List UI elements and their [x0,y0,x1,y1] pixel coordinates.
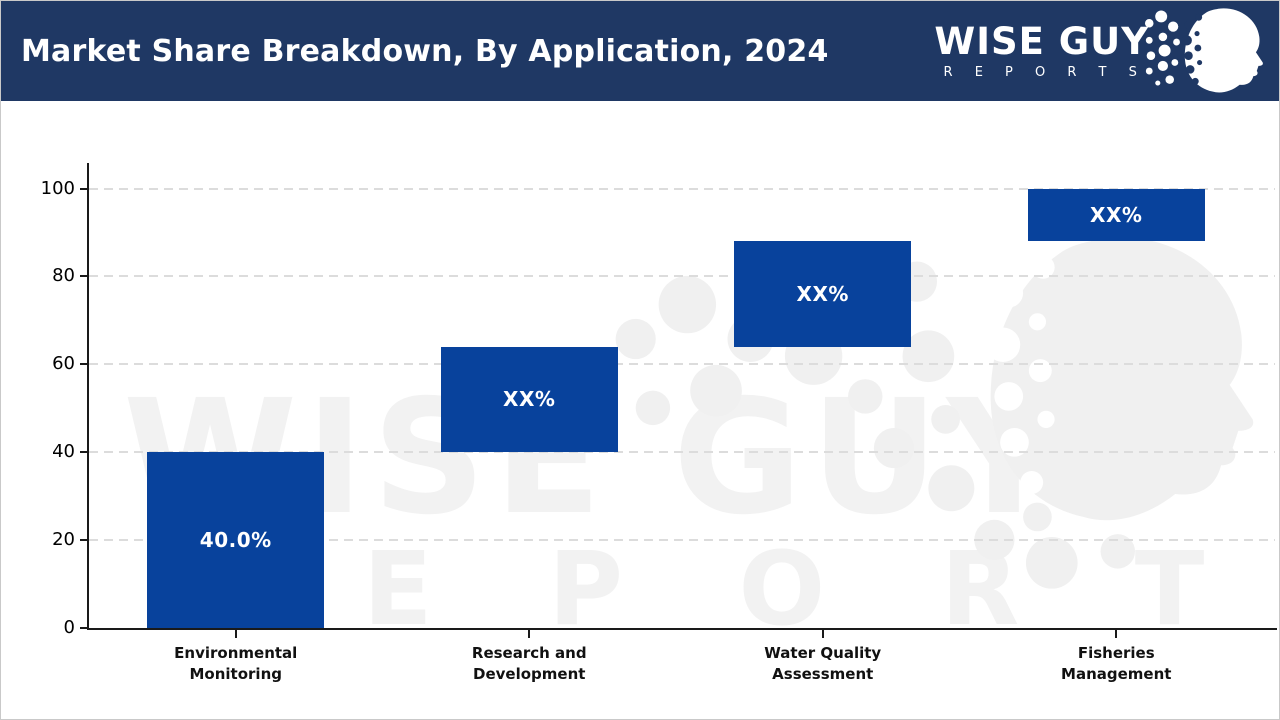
logo-head-icon [1144,8,1263,93]
bar-fisheries-management: XX% [1027,188,1205,242]
x-axis-tick [234,630,237,638]
bar-value-label: XX% [796,281,849,306]
x-axis-tick [821,630,824,638]
gridline [89,539,1275,542]
y-axis-tick [80,363,89,366]
x-category-label: Water Quality Assessment [764,644,882,683]
y-axis-line [87,163,89,630]
gridline [89,187,1275,190]
gridline [89,451,1275,454]
x-category-label: Research and Development [471,644,587,683]
x-category-label: Environmental Monitoring [174,644,298,683]
page-title: Market Share Breakdown, By Application, … [21,33,829,69]
y-axis-tick [80,539,89,542]
y-axis-tick [80,187,89,190]
y-axis-tick [80,627,89,629]
bar-water-quality-assessment: XX% [734,241,912,347]
y-tick-label: 0 [63,617,75,638]
y-tick-label: 80 [52,265,75,287]
x-axis-tick [1115,630,1118,638]
bar-value-label: 40.0% [199,528,272,553]
x-axis-tick [528,630,531,638]
gridline [89,275,1275,278]
plot-area: 0 20 40 60 80 100 40.0% Environmental Monitoring… [1,101,1279,717]
logo-name: WISE GUY [934,19,1149,63]
y-axis-tick [80,451,89,454]
y-tick-label: 100 [40,177,75,199]
header: Market Share Breakdown, By Application, … [1,1,1279,101]
x-category-label: Fisheries Management [1061,644,1172,683]
bar-research-and-development: XX% [440,346,618,453]
y-axis-tick [80,275,89,278]
y-tick-label: 60 [52,353,75,375]
wise-guy-logo: WISE GUY R E P O R T S [934,6,1279,96]
x-axis-line [87,628,1277,630]
logo-subtitle: R E P O R T S [943,64,1146,80]
bar-environmental-monitoring: 40.0% [147,452,325,628]
bar-value-label: XX% [1090,202,1143,227]
gridline [89,363,1275,366]
y-tick-label: 20 [52,529,75,551]
y-tick-label: 40 [52,441,75,463]
bar-value-label: XX% [503,387,556,412]
